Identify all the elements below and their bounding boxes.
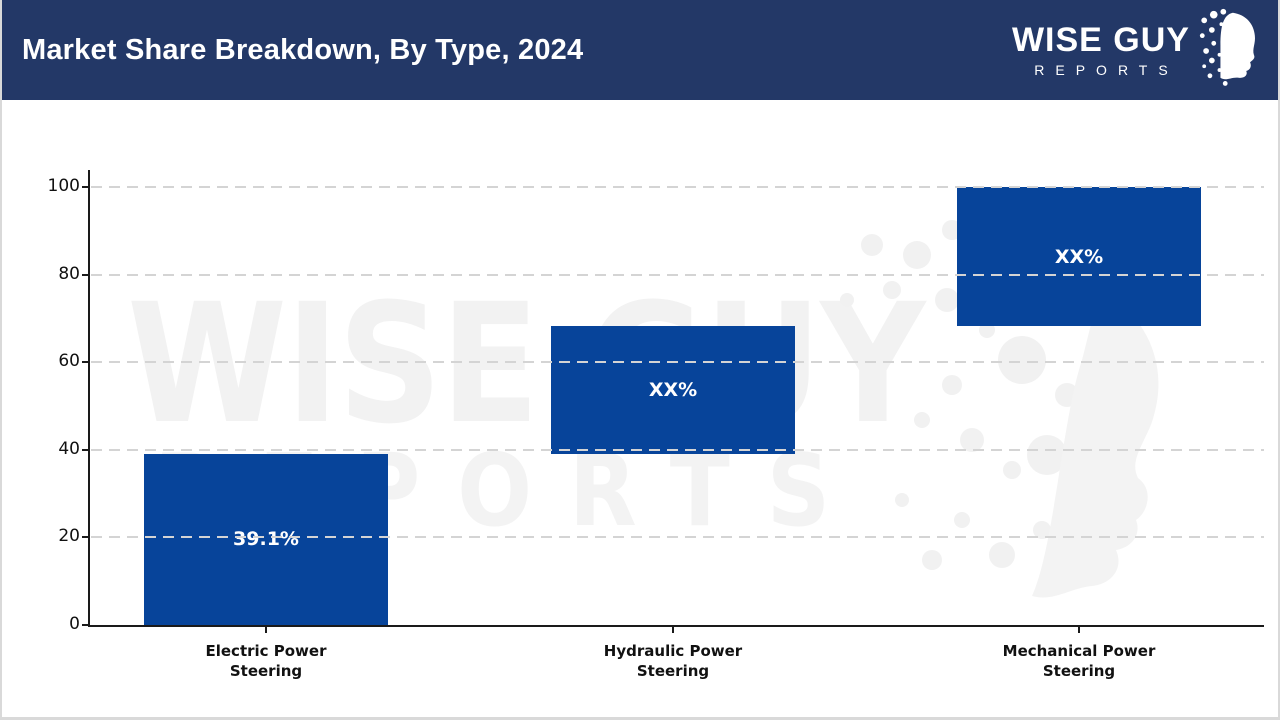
x-category-label-1: Hydraulic Power Steering [603,642,743,680]
x-category-label-2: Mechanical Power Steering [1002,642,1156,680]
y-tick-60 [82,361,90,364]
x-axis-line [88,625,1264,627]
wise-guy-logo: WISE GUY REPORTS [1012,7,1264,93]
y-tick-label-100: 100 [47,176,80,196]
logo-tagline: REPORTS [1034,62,1179,78]
y-tick-80 [82,273,90,276]
gridline-80 [91,273,1264,276]
logo-head-icon [1199,8,1256,86]
y-tick-20 [82,536,90,539]
logo-wordmark: WISE GUY [1011,21,1190,59]
y-tick-label-20: 20 [58,526,80,547]
x-category-label-0: Electric Power Steering [205,642,327,680]
x-tick-2 [1078,625,1080,633]
bar-value-label-1: XX% [648,379,698,401]
gridline-100 [91,186,1264,188]
x-tick-0 [265,625,267,633]
y-tick-0 [82,624,90,626]
gridline-20 [91,536,1264,539]
bar-value-label-0: 39.1% [233,528,299,551]
bar-segment-0: 39.1% [144,453,388,625]
bar-value-label-2: XX% [1054,245,1104,268]
bar-segment-2: XX% [957,187,1201,327]
gridline-40 [91,448,1264,451]
x-tick-1 [672,625,674,633]
gridline-60 [91,361,1264,364]
y-tick-40 [82,448,90,451]
bar-segment-1: XX% [551,326,795,454]
header-banner: Market Share Breakdown, By Type, 2024 WI… [2,0,1278,100]
y-tick-label-40: 40 [58,438,80,459]
y-tick-label-60: 60 [58,351,80,372]
y-axis-line [88,170,90,627]
y-tick-100 [82,186,90,188]
chart-title: Market Share Breakdown, By Type, 2024 [22,33,584,66]
y-tick-label-0: 0 [69,614,80,634]
y-tick-label-80: 80 [58,263,80,284]
